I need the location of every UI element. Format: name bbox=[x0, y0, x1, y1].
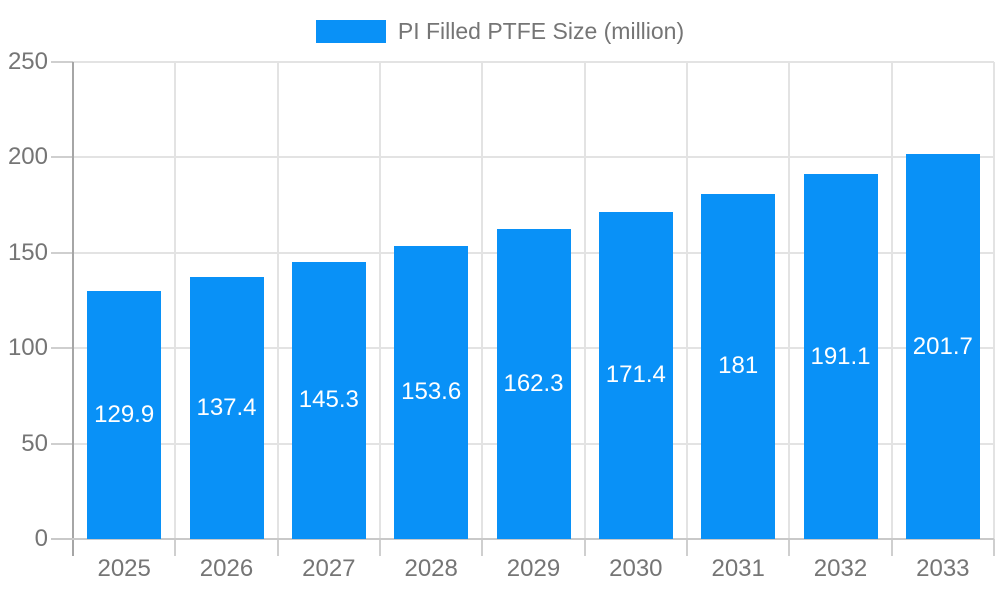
bar[interactable] bbox=[189, 276, 264, 539]
x-gridline bbox=[481, 62, 484, 539]
x-tick-label: 2026 bbox=[199, 555, 254, 582]
y-tick-label: 0 bbox=[34, 525, 48, 552]
x-tick-label: 2028 bbox=[404, 555, 458, 582]
bar[interactable] bbox=[87, 291, 162, 539]
x-tick-label: 2027 bbox=[302, 555, 356, 582]
x-axis-tick bbox=[174, 539, 177, 556]
x-gridline bbox=[174, 62, 177, 539]
x-axis-tick bbox=[583, 539, 586, 556]
y-gridline bbox=[73, 156, 994, 159]
x-gridline bbox=[583, 62, 586, 539]
x-gridline bbox=[379, 62, 381, 539]
y-axis-tick bbox=[51, 61, 73, 63]
bar[interactable] bbox=[394, 245, 469, 539]
bar[interactable] bbox=[701, 193, 776, 539]
y-axis-tick bbox=[51, 156, 73, 159]
x-axis-tick bbox=[890, 539, 893, 556]
x-tick-label: 2033 bbox=[916, 555, 970, 582]
y-gridline bbox=[73, 61, 994, 63]
y-tick-label: 150 bbox=[7, 238, 48, 266]
x-tick-label: 2031 bbox=[711, 555, 765, 582]
legend-item[interactable]: PI Filled PTFE Size (million) bbox=[0, 18, 1000, 45]
x-axis-tick bbox=[686, 539, 688, 556]
x-tick-label: 2029 bbox=[506, 555, 561, 582]
bar[interactable] bbox=[905, 154, 980, 539]
x-axis-tick bbox=[788, 539, 791, 556]
bar[interactable] bbox=[803, 174, 878, 539]
x-tick-label: 2025 bbox=[97, 555, 151, 582]
y-axis-tick bbox=[51, 442, 73, 445]
x-axis-tick bbox=[276, 539, 279, 556]
y-tick-label: 200 bbox=[7, 143, 48, 171]
x-axis-tick bbox=[993, 539, 995, 556]
y-axis-tick bbox=[51, 347, 73, 350]
x-gridline bbox=[686, 62, 688, 539]
y-tick-label: 250 bbox=[7, 48, 48, 75]
x-gridline bbox=[276, 62, 279, 539]
x-gridline bbox=[788, 62, 791, 539]
y-axis-line bbox=[72, 62, 74, 556]
legend-swatch bbox=[315, 20, 386, 43]
x-gridline bbox=[890, 62, 893, 539]
x-axis-tick bbox=[379, 539, 381, 556]
x-tick-label: 2032 bbox=[813, 555, 868, 582]
x-axis-line bbox=[51, 538, 994, 540]
x-tick-label: 2030 bbox=[609, 555, 663, 582]
y-tick-label: 100 bbox=[7, 334, 48, 362]
bar[interactable] bbox=[598, 211, 673, 539]
x-axis-tick bbox=[481, 539, 484, 556]
x-gridline bbox=[993, 62, 995, 539]
legend-label: PI Filled PTFE Size (million) bbox=[397, 18, 685, 44]
bar[interactable] bbox=[496, 229, 571, 539]
y-tick-label: 50 bbox=[21, 429, 48, 457]
bar[interactable] bbox=[291, 261, 366, 539]
y-axis-tick bbox=[51, 251, 73, 254]
